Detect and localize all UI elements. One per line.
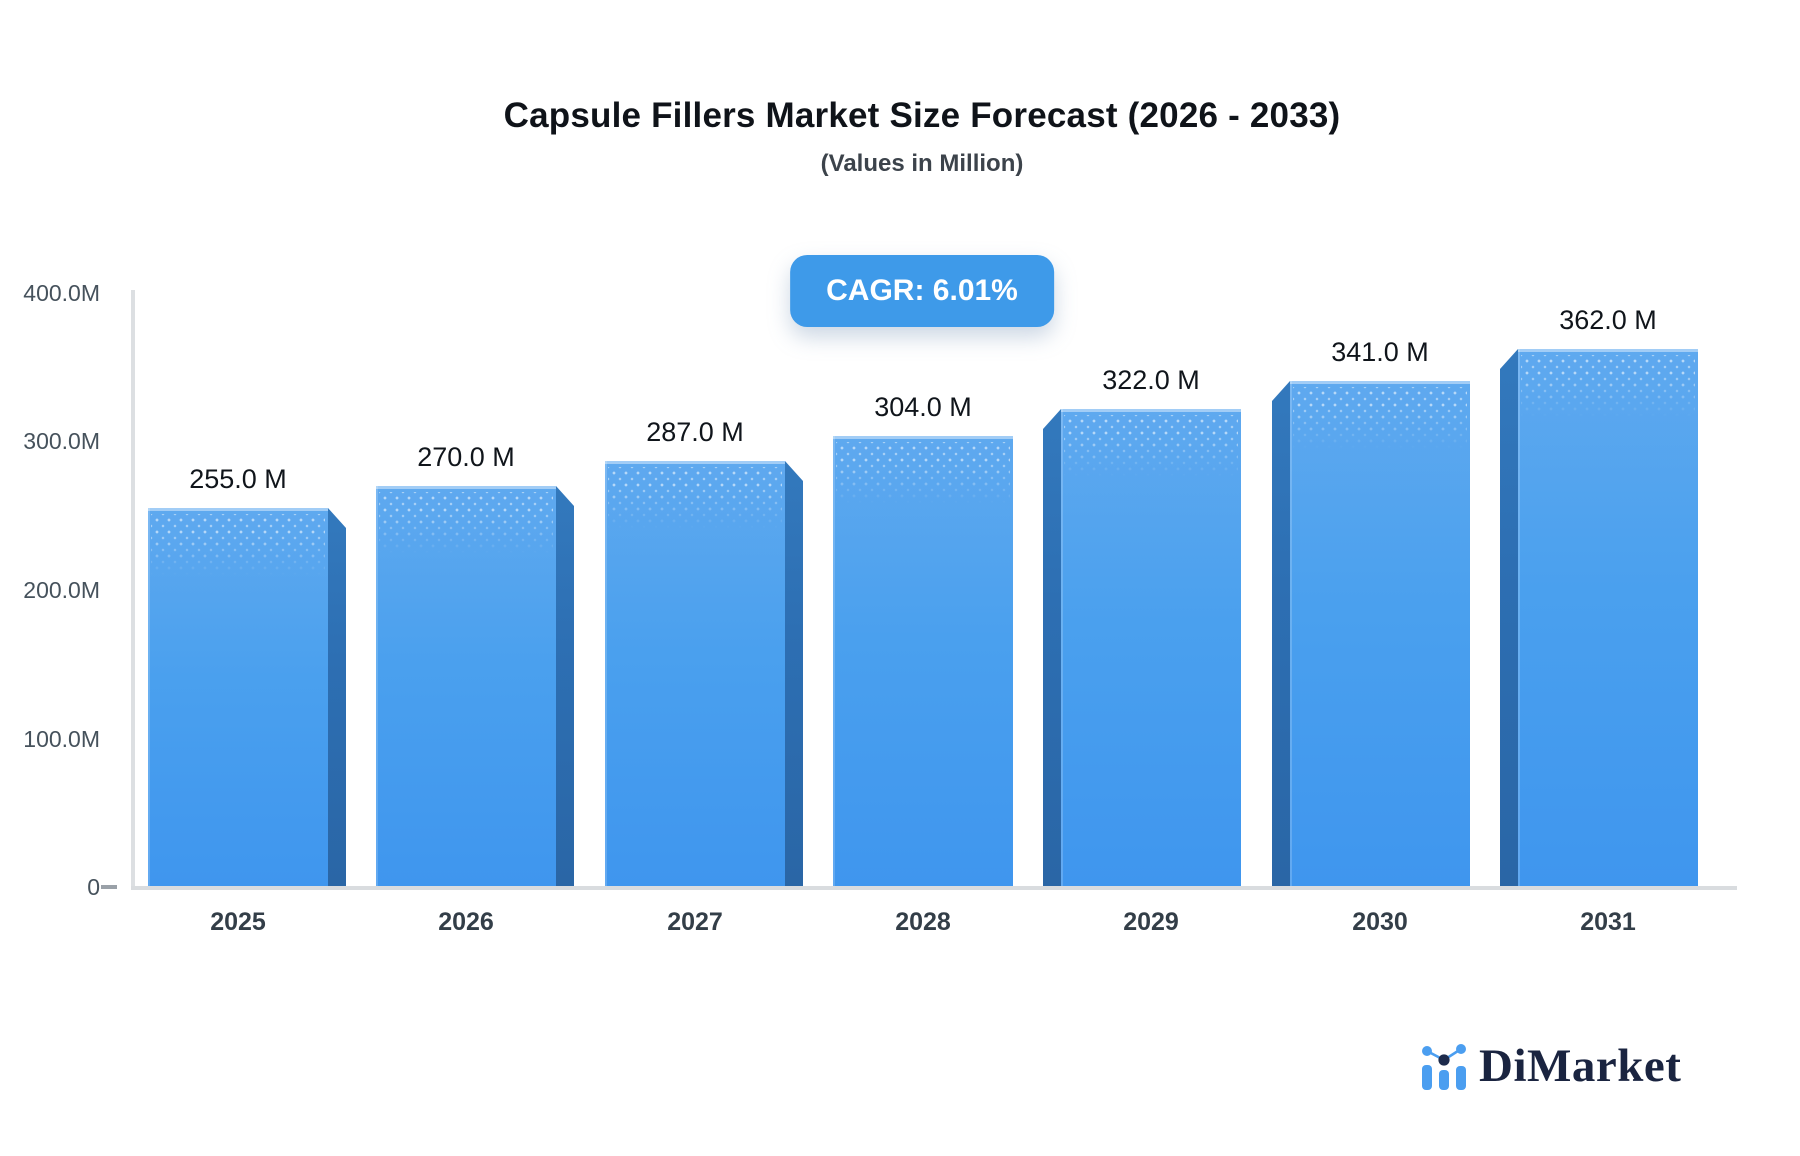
bar-side-face: [785, 461, 803, 886]
x-axis-label-2025: 2025: [210, 908, 266, 936]
bar-value-label: 270.0 M: [417, 442, 515, 472]
x-axis-line: [131, 886, 1737, 890]
bar-2026: [376, 486, 556, 886]
bar-side-face: [556, 486, 574, 886]
chart-subtitle: (Values in Million): [820, 150, 1024, 177]
bar-value-label: 362.0 M: [1559, 305, 1657, 335]
chart-title: Capsule Fillers Market Size Forecast (20…: [503, 96, 1341, 135]
bar-side-face: [1043, 409, 1061, 886]
bar-2028: [833, 436, 1013, 886]
bar-2030: [1290, 381, 1470, 886]
bar-2027: [605, 461, 785, 886]
bar-value-label: 304.0 M: [874, 392, 972, 422]
bar-side-face: [1500, 349, 1518, 886]
y-axis-tick-label: 200.0M: [23, 577, 100, 603]
dimarket-logo: DiMarket: [1421, 1040, 1681, 1092]
bar-2025: [148, 508, 328, 886]
x-axis-label-2030: 2030: [1352, 908, 1408, 936]
zero-tick-mark: [101, 885, 117, 889]
bar-value-label: 255.0 M: [189, 464, 287, 494]
y-axis-tick-label: 300.0M: [23, 428, 100, 454]
bar-2031: [1518, 349, 1698, 886]
bar-value-label: 322.0 M: [1102, 365, 1200, 395]
x-axis-label-2029: 2029: [1123, 908, 1179, 936]
bar-chart-logo-icon: [1422, 1044, 1466, 1090]
cagr-badge: CAGR: 6.01%: [790, 255, 1054, 327]
x-axis-label-2028: 2028: [895, 908, 951, 936]
x-axis-label-2031: 2031: [1580, 908, 1636, 936]
y-axis-line: [131, 290, 135, 888]
bar-value-label: 287.0 M: [646, 417, 744, 447]
y-axis-tick-label: 0: [87, 874, 100, 900]
bar-2029: [1061, 409, 1241, 886]
logo-text: DiMarket: [1479, 1040, 1682, 1092]
bar-side-face: [1272, 381, 1290, 886]
x-axis-label-2027: 2027: [667, 908, 723, 936]
y-axis-tick-label: 100.0M: [23, 726, 100, 752]
bar-side-face: [328, 508, 346, 886]
bar-value-label: 341.0 M: [1331, 337, 1429, 367]
x-axis-label-2026: 2026: [438, 908, 494, 936]
y-axis-tick-label: 400.0M: [23, 280, 100, 306]
